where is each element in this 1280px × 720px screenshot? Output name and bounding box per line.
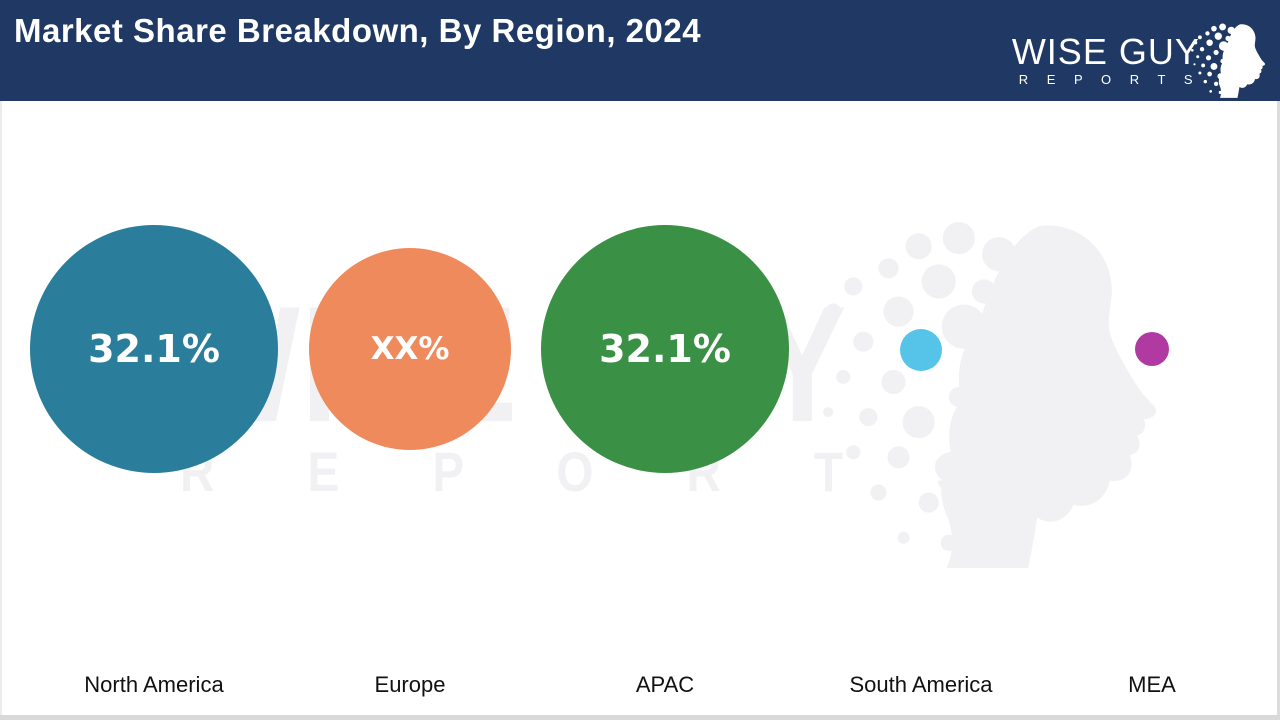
watermark-head-icon (812, 222, 1157, 568)
region-label-mea: MEA (1128, 672, 1176, 697)
bubble-north-america: 32.1% (30, 225, 278, 473)
right-border (1277, 101, 1280, 720)
bubble-value-label: 32.1% (88, 327, 220, 371)
logo-head-icon (1191, 23, 1266, 98)
logo-wiseguy-text: WISE GUY (1011, 31, 1200, 72)
page-title: Market Share Breakdown, By Region, 2024 (14, 12, 702, 49)
bubble-apac: 32.1% (541, 225, 789, 473)
region-label-europe: Europe (374, 672, 446, 697)
bubble-mea (1135, 332, 1169, 366)
region-label-north-america: North America (84, 672, 224, 697)
logo: WISE GUY R E P O R T S (1012, 18, 1268, 102)
left-border (0, 101, 2, 720)
region-label-south-america: South America (849, 672, 993, 697)
bottom-border (0, 715, 1280, 720)
watermark-reports-text: R E P O R T S (180, 440, 1008, 503)
bubble-south-america (900, 329, 942, 371)
bubble-europe: XX% (309, 248, 511, 450)
logo-reports-text: R E P O R T S (1018, 72, 1200, 87)
bubble-value-label: XX% (370, 331, 450, 367)
logo-text: WISE GUY R E P O R T S (1011, 31, 1200, 87)
header: Market Share Breakdown, By Region, 2024 … (0, 0, 1280, 101)
region-label-apac: APAC (635, 672, 695, 697)
bubble-value-label: 32.1% (599, 327, 731, 371)
